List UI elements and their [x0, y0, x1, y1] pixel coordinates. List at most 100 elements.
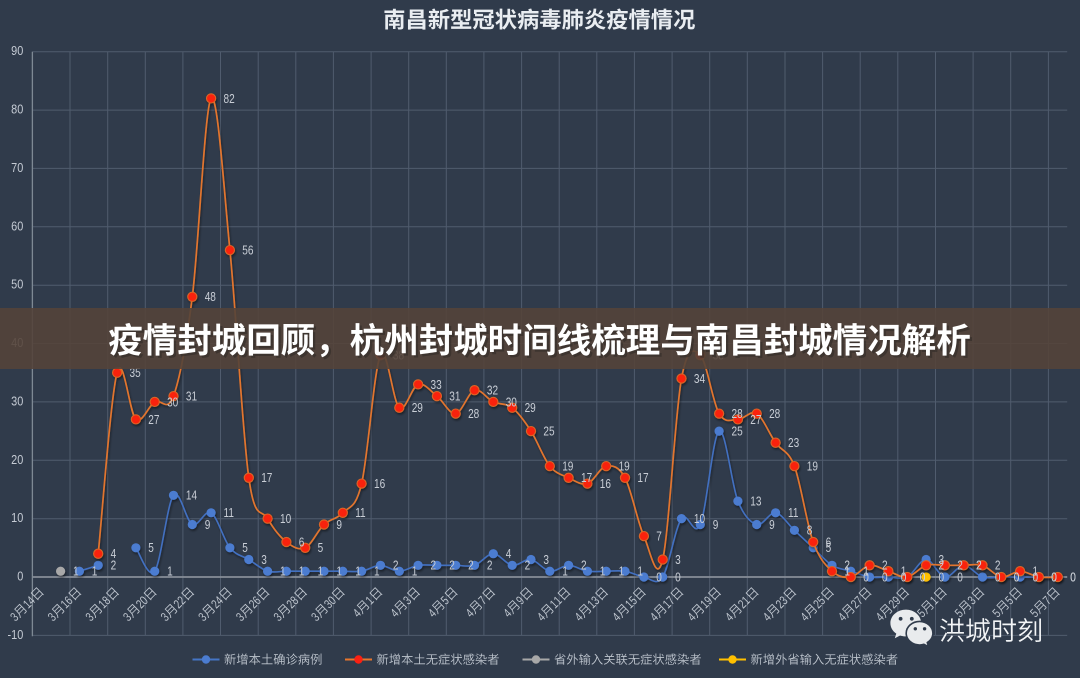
svg-text:17: 17: [581, 472, 592, 485]
svg-text:11: 11: [788, 507, 798, 520]
svg-text:11: 11: [224, 507, 234, 520]
svg-text:32: 32: [487, 385, 498, 398]
svg-text:2: 2: [882, 560, 888, 573]
svg-text:2: 2: [111, 560, 117, 573]
svg-text:31: 31: [449, 390, 460, 403]
svg-text:2: 2: [995, 560, 1001, 573]
svg-text:50: 50: [11, 277, 23, 292]
svg-text:2: 2: [844, 560, 850, 573]
svg-text:34: 34: [694, 373, 706, 386]
svg-text:1: 1: [412, 566, 418, 579]
svg-text:13: 13: [750, 495, 761, 508]
svg-text:1: 1: [863, 566, 869, 579]
svg-text:2: 2: [449, 560, 455, 573]
svg-text:3: 3: [261, 554, 267, 567]
svg-text:28: 28: [769, 408, 780, 421]
svg-text:2: 2: [976, 560, 982, 573]
svg-text:4: 4: [111, 548, 117, 561]
svg-text:28: 28: [468, 408, 479, 421]
svg-text:1: 1: [92, 566, 98, 579]
svg-text:2: 2: [939, 560, 945, 573]
svg-text:0: 0: [901, 571, 907, 584]
svg-text:0: 0: [1051, 571, 1057, 584]
svg-text:6: 6: [299, 536, 305, 549]
svg-text:0: 0: [882, 571, 888, 584]
svg-text:5: 5: [242, 542, 248, 555]
svg-text:2: 2: [525, 560, 531, 573]
svg-text:80: 80: [11, 102, 23, 117]
svg-text:56: 56: [242, 244, 253, 257]
svg-text:29: 29: [412, 402, 423, 415]
svg-text:9: 9: [769, 519, 775, 532]
svg-text:1: 1: [355, 566, 361, 579]
svg-text:1: 1: [167, 566, 173, 579]
svg-text:0: 0: [1070, 571, 1076, 584]
svg-text:6: 6: [826, 536, 832, 549]
svg-text:2: 2: [957, 560, 963, 573]
svg-text:25: 25: [732, 425, 743, 438]
svg-text:2: 2: [976, 560, 982, 573]
svg-text:25: 25: [543, 425, 554, 438]
svg-text:0: 0: [17, 569, 23, 584]
svg-text:28: 28: [732, 408, 743, 421]
svg-text:3: 3: [543, 554, 549, 567]
svg-text:20: 20: [11, 452, 23, 467]
svg-text:1: 1: [562, 566, 568, 579]
svg-text:82: 82: [224, 93, 235, 106]
svg-text:2: 2: [487, 560, 493, 573]
svg-text:30: 30: [506, 396, 517, 409]
svg-text:1: 1: [299, 566, 305, 579]
svg-text:35: 35: [130, 367, 141, 380]
svg-text:30: 30: [167, 396, 178, 409]
svg-text:33: 33: [431, 379, 442, 392]
svg-text:0: 0: [1014, 571, 1020, 584]
svg-text:5: 5: [826, 542, 832, 555]
svg-text:19: 19: [807, 460, 818, 473]
svg-text:10: 10: [11, 510, 23, 525]
svg-text:9: 9: [336, 519, 342, 532]
svg-text:0: 0: [1070, 571, 1076, 584]
svg-text:7: 7: [656, 530, 662, 543]
svg-text:16: 16: [374, 478, 385, 491]
svg-text:1: 1: [318, 566, 324, 579]
svg-text:10: 10: [280, 513, 291, 526]
svg-text:0: 0: [939, 571, 945, 584]
svg-text:0: 0: [920, 571, 926, 584]
svg-text:1: 1: [844, 566, 850, 579]
svg-text:10: 10: [694, 513, 705, 526]
svg-text:1: 1: [280, 566, 286, 579]
svg-text:14: 14: [186, 490, 198, 503]
svg-text:19: 19: [619, 460, 630, 473]
svg-text:1: 1: [637, 566, 643, 579]
svg-text:0: 0: [1014, 571, 1020, 584]
svg-text:0: 0: [675, 571, 681, 584]
svg-text:2: 2: [431, 560, 437, 573]
svg-text:17: 17: [637, 472, 648, 485]
svg-text:19: 19: [562, 460, 573, 473]
svg-text:1: 1: [1033, 566, 1039, 579]
svg-text:0: 0: [656, 571, 662, 584]
svg-text:0: 0: [863, 571, 869, 584]
svg-text:0: 0: [920, 571, 926, 584]
svg-text:1: 1: [336, 566, 342, 579]
svg-text:3: 3: [939, 554, 945, 567]
svg-text:70: 70: [11, 160, 23, 175]
svg-text:27: 27: [750, 414, 761, 427]
svg-text:1: 1: [374, 566, 380, 579]
svg-text:17: 17: [261, 472, 272, 485]
svg-text:60: 60: [11, 218, 23, 233]
svg-text:23: 23: [788, 437, 799, 450]
svg-text:27: 27: [148, 414, 159, 427]
svg-text:1: 1: [901, 566, 907, 579]
svg-text:0: 0: [995, 571, 1001, 584]
svg-text:0: 0: [1033, 571, 1039, 584]
svg-text:1: 1: [600, 566, 606, 579]
svg-text:90: 90: [11, 43, 23, 58]
svg-text:9: 9: [713, 519, 719, 532]
svg-text:5: 5: [318, 542, 324, 555]
svg-text:4: 4: [506, 548, 512, 561]
svg-text:2: 2: [393, 560, 399, 573]
svg-text:-10: -10: [8, 627, 24, 642]
svg-text:3: 3: [675, 554, 681, 567]
svg-text:9: 9: [205, 519, 211, 532]
